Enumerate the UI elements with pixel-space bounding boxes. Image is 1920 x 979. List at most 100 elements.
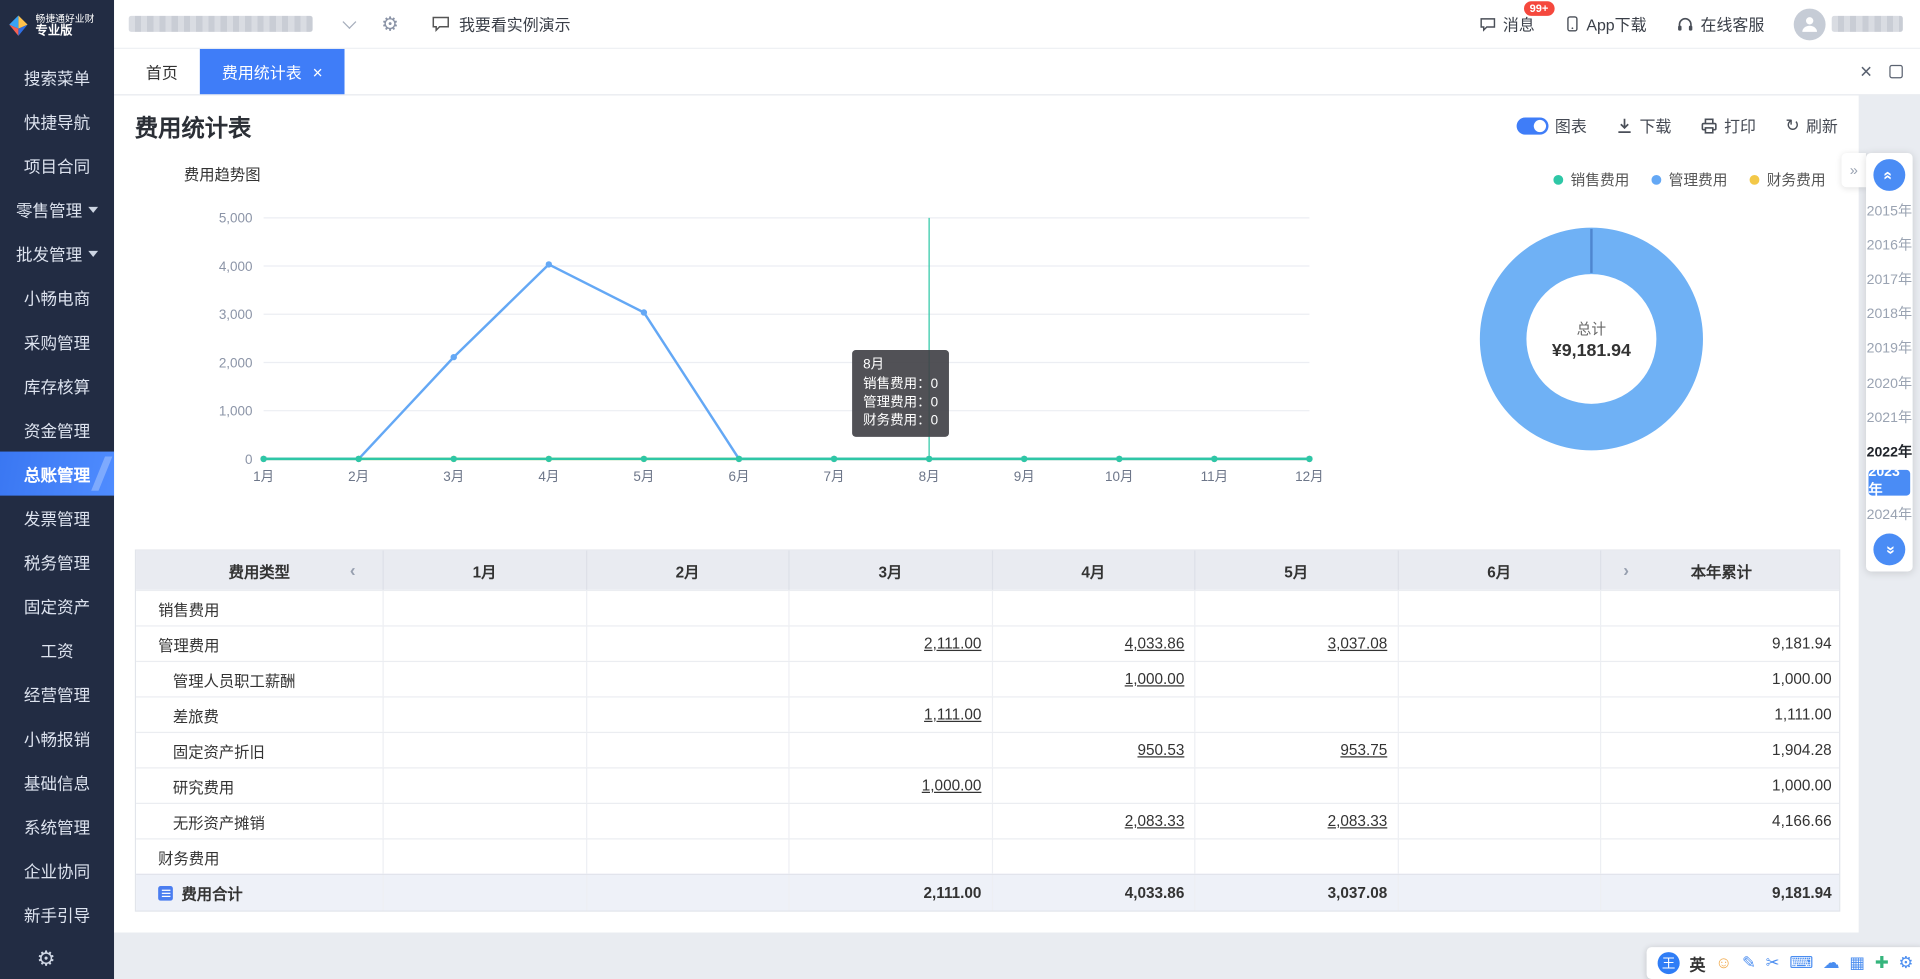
prev-months-arrow[interactable]: ‹ [349, 560, 356, 580]
topbar-gear-icon[interactable]: ⚙ [381, 14, 399, 35]
legend-item[interactable]: 管理费用 [1651, 169, 1727, 190]
print-button[interactable]: 打印 [1701, 114, 1756, 137]
sidebar-item-2[interactable]: 快捷导航 [0, 99, 114, 143]
trend-chart-title: 费用趋势图 [183, 166, 261, 184]
month-cell [1398, 804, 1602, 839]
svg-text:11月: 11月 [1201, 469, 1228, 484]
app-download-button[interactable]: App下载 [1564, 12, 1647, 35]
sidebar-item-15[interactable]: 经营管理 [0, 672, 114, 716]
sidebar-item-6[interactable]: 小畅电商 [0, 275, 114, 319]
year-option-2[interactable]: 2016年 [1866, 238, 1913, 254]
tab-1[interactable]: 首页 [124, 49, 200, 94]
tooltip-row: 管理费用：0 [863, 395, 939, 410]
sidebar-settings-gear-icon[interactable]: ⚙ [36, 947, 56, 971]
sidebar-item-19[interactable]: 企业协同 [0, 848, 114, 892]
year-option-4[interactable]: 2018年 [1866, 307, 1913, 323]
sidebar-item-12[interactable]: 税务管理 [0, 540, 114, 584]
legend-item[interactable]: 财务费用 [1749, 169, 1826, 190]
sidebar-item-9[interactable]: 资金管理 [0, 408, 114, 452]
month-cell [384, 697, 587, 732]
year-option-1[interactable]: 2015年 [1866, 204, 1913, 220]
pen-icon[interactable]: ✎ [1741, 953, 1756, 972]
drill-down-link[interactable]: 1,000.00 [1124, 670, 1185, 688]
sidebar-item-7[interactable]: 采购管理 [0, 319, 114, 363]
sidebar-item-13[interactable]: 固定资产 [0, 584, 114, 628]
year-option-7[interactable]: 2021年 [1866, 410, 1913, 426]
year-option-10[interactable]: 2024年 [1866, 507, 1913, 523]
year-option-6[interactable]: 2020年 [1866, 376, 1913, 392]
drill-down-link[interactable]: 953.75 [1340, 741, 1388, 759]
user-menu[interactable] [1793, 7, 1903, 40]
scroll-years-down-button[interactable]: « [1873, 533, 1906, 566]
drill-down-link[interactable]: 2,111.00 [924, 635, 982, 653]
year-total-cell [1601, 839, 1841, 873]
gear-icon[interactable]: ⚙ [1898, 953, 1914, 972]
sidebar-item-label: 经营管理 [23, 686, 91, 705]
sidebar-item-3[interactable]: 项目合同 [0, 143, 114, 187]
close-all-icon[interactable]: × [1859, 59, 1873, 83]
sidebar-item-14[interactable]: 工资 [0, 628, 114, 672]
tab-label: 费用统计表 [221, 63, 302, 82]
emoji-icon[interactable]: ☺ [1715, 953, 1733, 972]
sidebar-item-11[interactable]: 发票管理 [0, 496, 114, 540]
drill-down-link[interactable]: 1,111.00 [924, 706, 982, 724]
medical-icon[interactable]: ✚ [1874, 953, 1889, 972]
year-total-cell: 1,000.00 [1601, 769, 1841, 803]
tooltip-row: 财务费用：0 [863, 413, 939, 429]
drill-down-link[interactable]: 3,037.08 [1327, 635, 1388, 653]
sidebar-item-5[interactable]: 批发管理 [0, 231, 114, 275]
fullscreen-icon[interactable] [1889, 64, 1903, 79]
year-option-9[interactable]: 2023年 [1868, 465, 1911, 499]
chevron-down-icon [342, 14, 357, 29]
svg-text:8月: 8月 [919, 469, 940, 484]
year-panel-collapse-handle[interactable]: » [1841, 152, 1867, 188]
year-total-cell [1601, 591, 1841, 625]
grid-icon[interactable]: ▦ [1849, 953, 1866, 972]
month-cell [384, 591, 587, 626]
download-button[interactable]: 下载 [1616, 114, 1671, 137]
keyboard-icon[interactable]: ⌨ [1789, 953, 1814, 972]
tab-2[interactable]: 费用统计表 × [199, 48, 345, 95]
refresh-button[interactable]: ↻ 刷新 [1785, 114, 1837, 137]
chart-toggle[interactable] [1516, 116, 1549, 135]
month-cell [1195, 839, 1399, 874]
support-button[interactable]: 在线客服 [1676, 12, 1764, 35]
scissors-icon[interactable]: ✂ [1765, 953, 1780, 972]
sidebar-item-20[interactable]: 新手引导 [0, 892, 114, 936]
sidebar-item-16[interactable]: 小畅报销 [0, 716, 114, 760]
sidebar-item-label: 基础信息 [23, 774, 91, 793]
sidebar-item-label: 项目合同 [23, 157, 91, 177]
sidebar-item-8[interactable]: 库存核算 [0, 363, 114, 407]
app-logo: 畅捷通好业财 专业版 [0, 0, 114, 51]
drill-down-link[interactable]: 2,083.33 [1124, 812, 1185, 830]
legend-item[interactable]: 销售费用 [1553, 169, 1629, 190]
close-tab-icon[interactable]: × [312, 61, 323, 82]
ime-language-mode[interactable]: 英 [1689, 955, 1706, 974]
sidebar-item-18[interactable]: 系统管理 [0, 804, 114, 848]
download-icon [1618, 118, 1631, 133]
drill-down-link[interactable]: 2,083.33 [1327, 812, 1388, 830]
year-total-value: 1,000.00 [1772, 670, 1832, 688]
expense-donut-chart: 总计 ¥9,181.94 [1469, 217, 1714, 462]
sidebar-item-1[interactable]: 搜索菜单 [0, 55, 114, 99]
drill-down-link[interactable]: 950.53 [1137, 741, 1185, 759]
drill-down-link[interactable]: 4,033.86 [1124, 635, 1185, 653]
sidebar-item-4[interactable]: 零售管理 [0, 187, 114, 231]
org-selector[interactable] [128, 14, 357, 32]
year-option-3[interactable]: 2017年 [1866, 273, 1913, 288]
row-label: 管理人员职工薪酬 [172, 672, 296, 690]
tab-list: 首页 费用统计表 × [124, 48, 345, 95]
messages-button[interactable]: 消息 99+ [1478, 1, 1555, 35]
scroll-years-up-button[interactable]: « [1873, 159, 1906, 191]
demo-link[interactable]: 我要看实例演示 [431, 12, 571, 35]
ime-logo-icon[interactable]: 王 [1657, 952, 1680, 975]
drill-down-link[interactable]: 1,000.00 [921, 777, 982, 795]
sidebar-item-17[interactable]: 基础信息 [0, 760, 114, 804]
cloud-icon[interactable]: ☁ [1823, 953, 1840, 972]
year-option-8[interactable]: 2022年 [1866, 445, 1913, 460]
year-option-5[interactable]: 2019年 [1866, 341, 1913, 357]
next-months-arrow[interactable]: › [1623, 560, 1630, 580]
month-cell [384, 839, 587, 874]
month-cell [384, 733, 587, 768]
sidebar-item-10[interactable]: 总账管理 [0, 451, 115, 496]
